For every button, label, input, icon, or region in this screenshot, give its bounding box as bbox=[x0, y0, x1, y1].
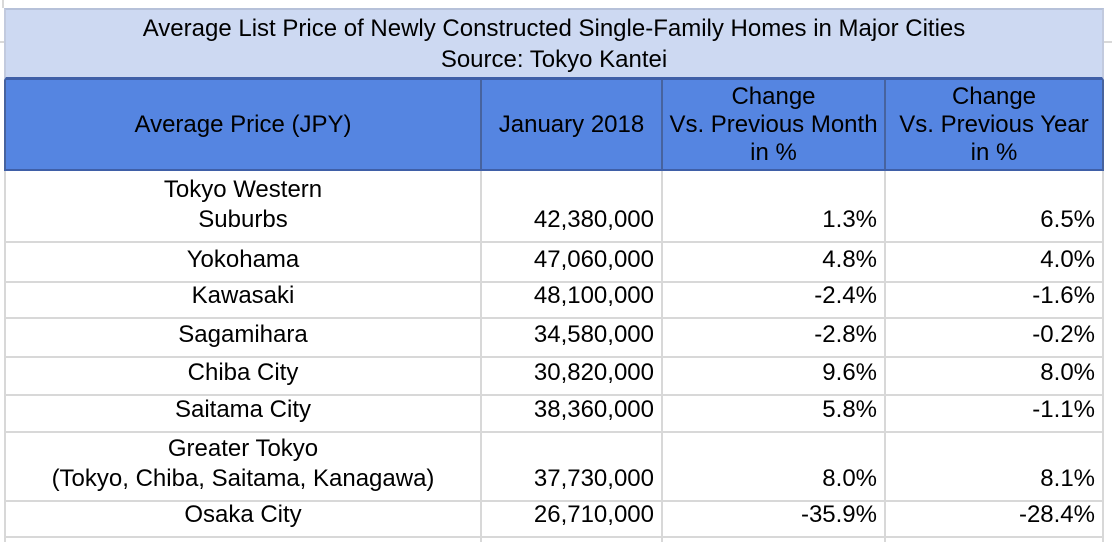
table-row: Chiba City 30,820,000 9.6% 8.0% bbox=[4, 358, 1104, 396]
yoy-change-cell[interactable]: -0.2% bbox=[1032, 321, 1095, 348]
header-change-prev-year[interactable]: Change Vs. Previous Year in % bbox=[899, 82, 1089, 166]
empty-cell bbox=[482, 538, 663, 542]
header-change-prev-month[interactable]: Change Vs. Previous Month in % bbox=[663, 80, 886, 169]
sheet-gridline bbox=[2, 0, 4, 8]
sheet-gridline bbox=[0, 41, 4, 43]
table-row: Kawasaki 48,100,000 -2.4% -1.6% bbox=[4, 283, 1104, 319]
yoy-change-cell[interactable]: 8.0% bbox=[1040, 359, 1095, 386]
yoy-change-cell[interactable]: -1.1% bbox=[1032, 396, 1095, 423]
price-cell[interactable]: 34,580,000 bbox=[482, 319, 663, 356]
header-average-price[interactable]: Average Price (JPY) bbox=[6, 80, 482, 169]
table-row: Tokyo Western Suburbs 42,380,000 1.3% 6.… bbox=[4, 171, 1104, 243]
header-january-2018[interactable]: January 2018 bbox=[482, 80, 663, 169]
city-cell[interactable]: Saitama City bbox=[6, 396, 482, 431]
price-cell[interactable]: 42,380,000 bbox=[482, 171, 663, 241]
yoy-change-cell[interactable]: 6.5% bbox=[1040, 206, 1095, 233]
price-cell[interactable]: 48,100,000 bbox=[482, 283, 663, 317]
mom-change-cell[interactable]: 9.6% bbox=[663, 358, 886, 394]
city-cell[interactable]: Kawasaki bbox=[6, 283, 482, 317]
empty-cell bbox=[6, 538, 482, 542]
price-cell[interactable]: 30,820,000 bbox=[482, 358, 663, 394]
mom-change-cell[interactable]: 8.0% bbox=[663, 433, 886, 500]
table-row: Osaka City 26,710,000 -35.9% -28.4% bbox=[4, 502, 1104, 538]
empty-cell bbox=[886, 538, 1102, 542]
yoy-change-cell[interactable]: 4.0% bbox=[1040, 246, 1095, 273]
price-cell[interactable]: 38,360,000 bbox=[482, 396, 663, 431]
mom-change-cell[interactable]: 4.8% bbox=[663, 243, 886, 281]
mom-change-cell[interactable]: 5.8% bbox=[663, 396, 886, 431]
mom-change-cell[interactable]: 1.3% bbox=[663, 171, 886, 241]
price-table: Average List Price of Newly Constructed … bbox=[4, 8, 1104, 542]
mom-change-cell[interactable]: -35.9% bbox=[663, 502, 886, 536]
price-cell[interactable]: 26,710,000 bbox=[482, 502, 663, 536]
table-title-cell[interactable]: Average List Price of Newly Constructed … bbox=[4, 8, 1104, 80]
city-cell[interactable]: Osaka City bbox=[6, 502, 482, 536]
table-row-clipped bbox=[4, 538, 1104, 542]
table-header-row: Average Price (JPY) January 2018 Change … bbox=[4, 80, 1104, 171]
price-cell[interactable]: 37,730,000 bbox=[482, 433, 663, 500]
sheet-gridline bbox=[1104, 41, 1112, 43]
city-cell[interactable]: Tokyo Western Suburbs bbox=[6, 171, 482, 241]
city-cell[interactable]: Greater Tokyo (Tokyo, Chiba, Saitama, Ka… bbox=[6, 433, 482, 500]
table-row: Greater Tokyo (Tokyo, Chiba, Saitama, Ka… bbox=[4, 433, 1104, 502]
city-cell[interactable]: Sagamihara bbox=[6, 319, 482, 356]
mom-change-cell[interactable]: -2.8% bbox=[663, 319, 886, 356]
price-cell[interactable]: 47,060,000 bbox=[482, 243, 663, 281]
table-row: Sagamihara 34,580,000 -2.8% -0.2% bbox=[4, 319, 1104, 358]
table-row: Saitama City 38,360,000 5.8% -1.1% bbox=[4, 396, 1104, 433]
mom-change-cell[interactable]: -2.4% bbox=[663, 283, 886, 317]
city-cell[interactable]: Yokohama bbox=[6, 243, 482, 281]
table-title-line1: Average List Price of Newly Constructed … bbox=[142, 14, 966, 42]
table-row: Yokohama 47,060,000 4.8% 4.0% bbox=[4, 243, 1104, 283]
empty-cell bbox=[663, 538, 886, 542]
table-title-line2: Source: Tokyo Kantei bbox=[440, 45, 668, 73]
yoy-change-cell[interactable]: -1.6% bbox=[1032, 283, 1095, 309]
city-cell[interactable]: Chiba City bbox=[6, 358, 482, 394]
yoy-change-cell[interactable]: -28.4% bbox=[1018, 502, 1095, 528]
yoy-change-cell[interactable]: 8.1% bbox=[1040, 465, 1095, 492]
